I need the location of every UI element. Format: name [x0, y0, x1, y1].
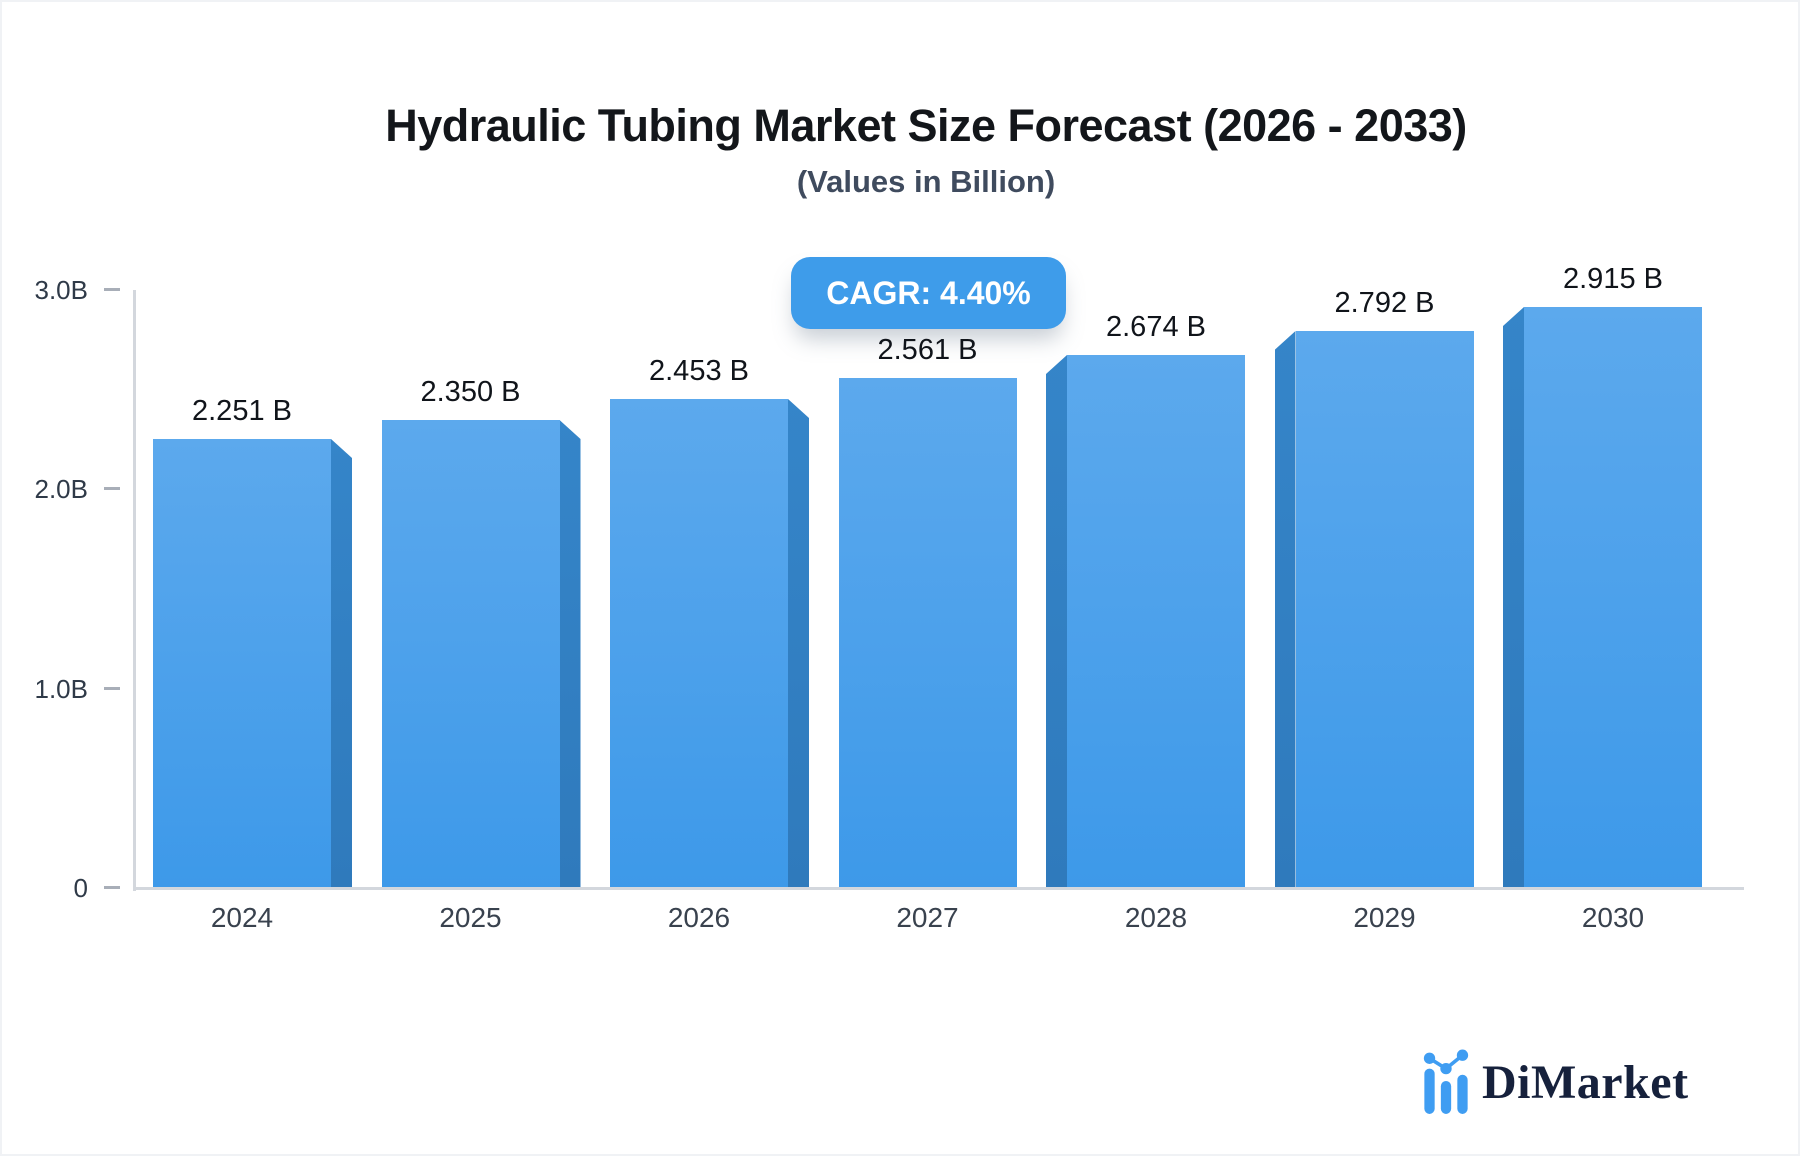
x-axis-label-2026: 2026: [667, 902, 731, 933]
bar-side-2028: [1046, 355, 1067, 890]
bar-value-2024: 2.251 B: [192, 395, 292, 427]
bar-2026: [610, 399, 788, 890]
chart-subtitle: (Values in Billion): [796, 164, 1056, 199]
bar-value-2027: 2.561 B: [877, 334, 978, 366]
bar-2025: [381, 420, 560, 890]
bar-2027: [838, 378, 1017, 890]
bar-value-2029: 2.792 B: [1334, 287, 1435, 319]
y-axis-line: [133, 290, 136, 891]
logo-wordmark: DiMarket: [1482, 1055, 1689, 1109]
y-tick-label-0: 0: [73, 873, 88, 903]
bar-2024: [153, 439, 331, 890]
dimarket-logo: DiMarket: [1422, 1042, 1772, 1122]
bar-side-2025: [559, 420, 581, 890]
x-axis-label-2025: 2025: [439, 902, 502, 933]
y-tick-1.0B: [104, 687, 120, 690]
y-tick-label-1.0B: 1.0B: [34, 674, 89, 704]
bar-side-2029: [1274, 331, 1296, 890]
chart-title: Hydraulic Tubing Market Size Forecast (2…: [385, 100, 1467, 151]
x-axis-label-2029: 2029: [1353, 902, 1416, 933]
bar-side-2030: [1503, 307, 1524, 890]
bar-line-chart-icon: [1423, 1049, 1469, 1114]
x-axis-label-2024: 2024: [210, 902, 274, 933]
bar-value-2026: 2.453 B: [649, 355, 749, 387]
bar-side-2024: [331, 439, 352, 890]
bar-2029: [1295, 331, 1474, 890]
x-axis-line: [133, 887, 1744, 890]
x-axis-label-2028: 2028: [1124, 902, 1188, 933]
y-tick-3.0B: [104, 288, 120, 291]
y-tick-0: [104, 886, 120, 889]
y-tick-label-2.0B: 2.0B: [34, 474, 89, 504]
bar-2028: [1067, 355, 1245, 890]
x-axis-label-2030: 2030: [1581, 902, 1645, 933]
y-tick-label-3.0B: 3.0B: [34, 275, 89, 305]
bar-value-2028: 2.674 B: [1106, 311, 1206, 343]
bar-2030: [1524, 307, 1702, 890]
x-axis-label-2027: 2027: [896, 902, 959, 933]
bar-value-2030: 2.915 B: [1563, 263, 1663, 295]
cagr-badge: CAGR: 4.40%: [791, 257, 1066, 329]
bar-side-2026: [788, 399, 809, 890]
bar-value-2025: 2.350 B: [420, 376, 521, 408]
y-tick-2.0B: [104, 487, 120, 490]
